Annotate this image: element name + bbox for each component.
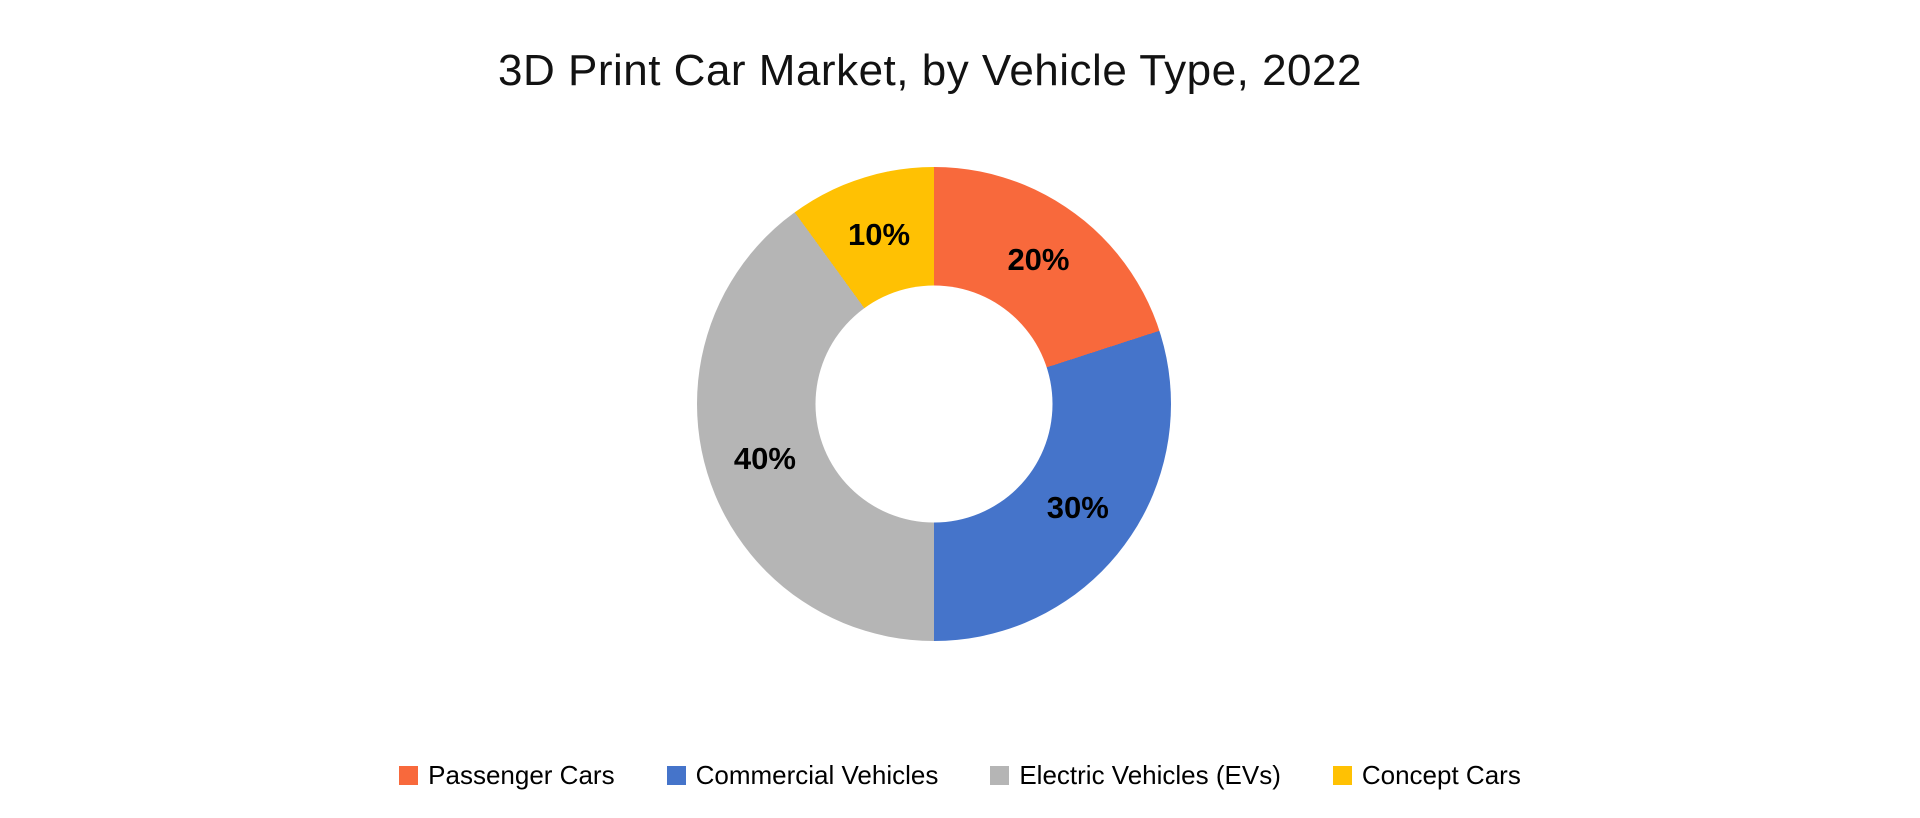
legend-item-3: Electric Vehicles (EVs) bbox=[990, 760, 1281, 791]
legend-swatch-3 bbox=[990, 766, 1010, 785]
slice-label-3: 40% bbox=[733, 440, 796, 476]
slice-label-2: 30% bbox=[1046, 490, 1109, 526]
legend-label-4: Concept Cars bbox=[1361, 760, 1521, 790]
legend-label-2: Commercial Vehicles bbox=[695, 760, 939, 790]
legend: Passenger Cars Commercial Vehicles Electri… bbox=[0, 760, 1920, 791]
legend-swatch-1 bbox=[399, 766, 419, 785]
legend-item-1: Passenger Cars bbox=[399, 760, 615, 791]
chart-title: 3D Print Car Market, by Vehicle Type, 20… bbox=[498, 46, 1362, 95]
slice-label-1: 20% bbox=[1007, 242, 1070, 278]
legend-swatch-4 bbox=[1332, 766, 1352, 785]
slice-labels: 20% 30% 40% 10% bbox=[697, 167, 1171, 641]
legend-item-4: Concept Cars bbox=[1332, 760, 1521, 791]
legend-item-2: Commercial Vehicles bbox=[666, 760, 939, 791]
legend-swatch-2 bbox=[666, 766, 686, 785]
legend-label-3: Electric Vehicles (EVs) bbox=[1019, 760, 1281, 790]
donut-chart: 20% 30% 40% 10% bbox=[697, 167, 1171, 641]
donut-hole bbox=[815, 285, 1053, 523]
legend-label-1: Passenger Cars bbox=[428, 760, 615, 790]
slice-label-4: 10% bbox=[848, 216, 911, 252]
